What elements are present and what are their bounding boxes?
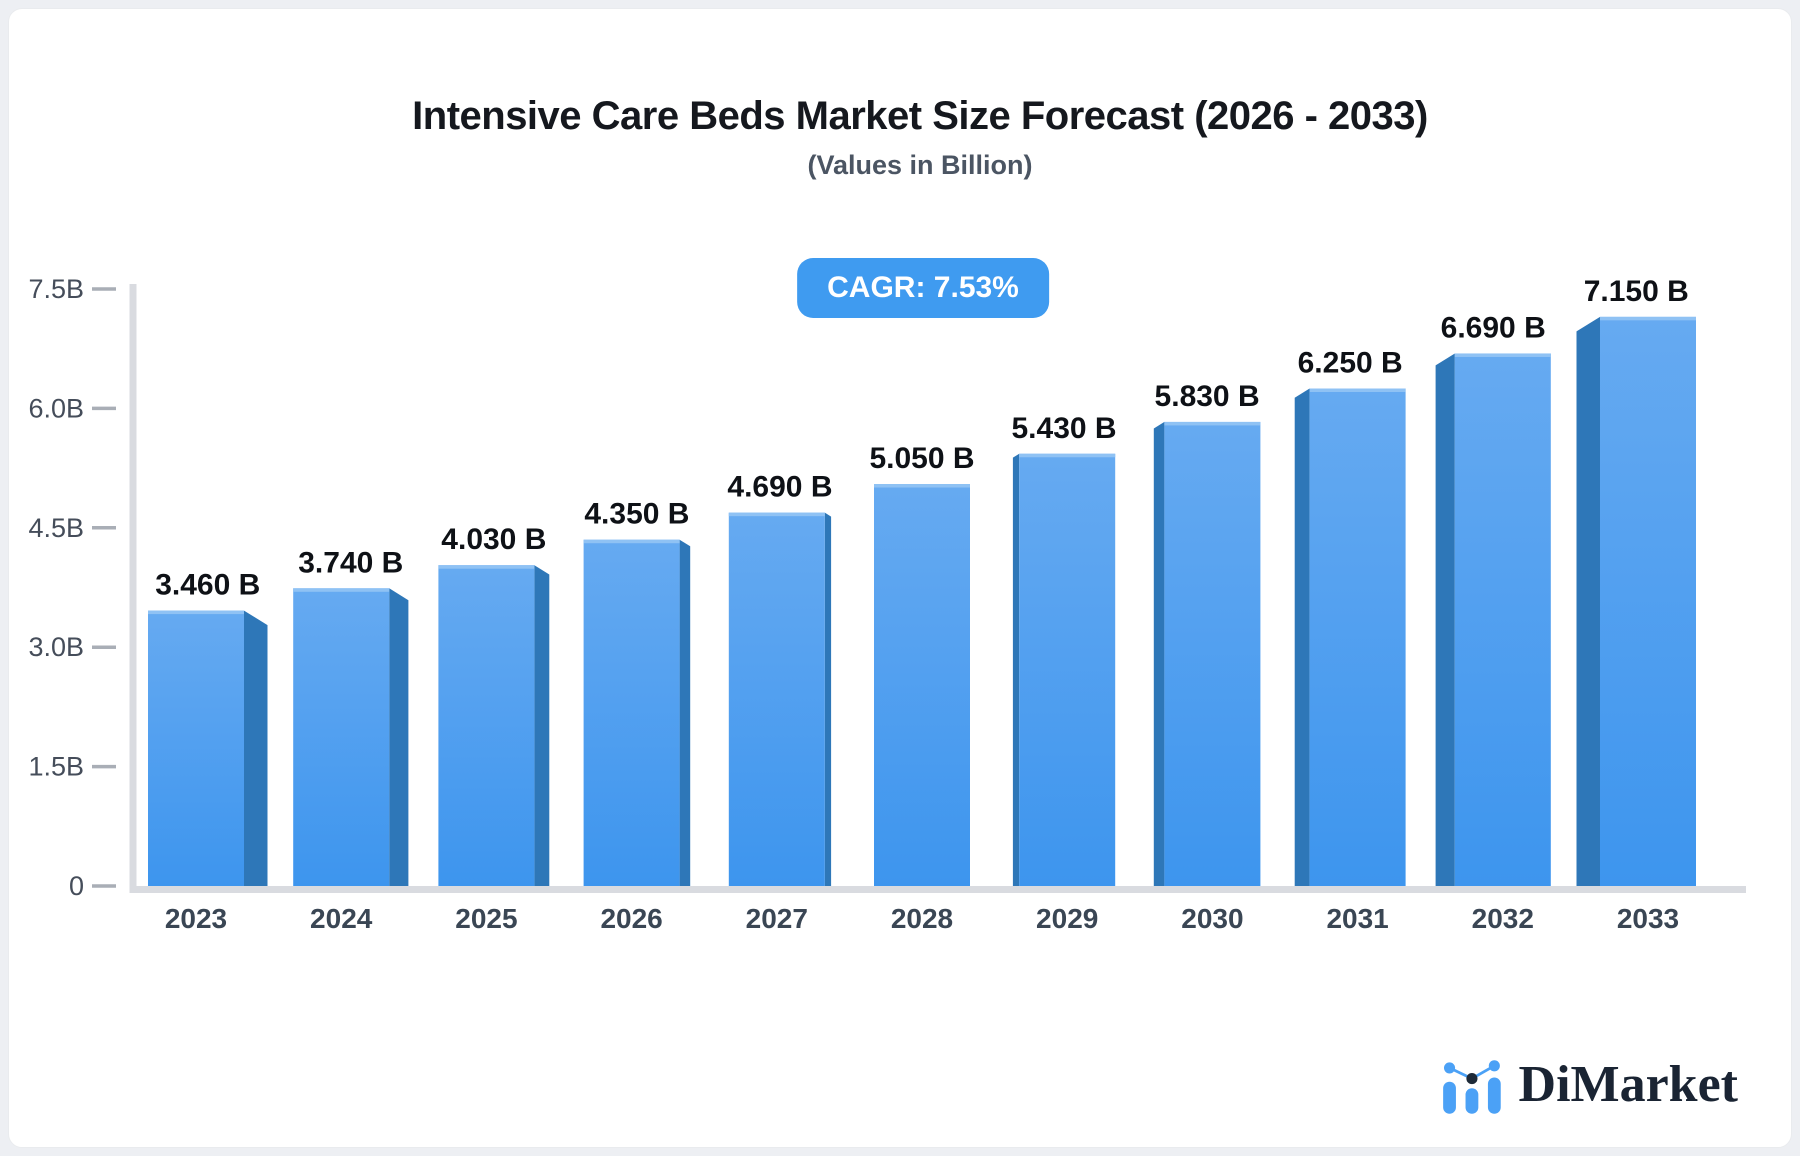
bar-front-face [293, 588, 390, 886]
x-axis-label: 2031 [1326, 903, 1388, 934]
bar-group-2027: 4.690 B 2027 [727, 471, 832, 934]
bar-front-face [1019, 453, 1116, 886]
bar-front-face [1309, 388, 1406, 886]
brand-name: DiMarket [1518, 1056, 1738, 1113]
bar-front-face [1600, 316, 1696, 886]
bar-value-label: 4.030 B [441, 523, 546, 556]
bar-top-highlight [1019, 453, 1116, 458]
bar-side-face [824, 512, 832, 886]
bar-top-highlight [583, 539, 680, 544]
bar-front-face [583, 539, 680, 886]
bar-value-label: 5.830 B [1155, 380, 1260, 413]
y-axis-label: 7.5B [28, 274, 84, 304]
bar-top-highlight [1454, 353, 1551, 357]
chart-subtitle: (Values in Billion) [807, 150, 1033, 180]
bar-value-label: 6.250 B [1298, 347, 1403, 380]
x-axis-label: 2030 [1181, 903, 1243, 934]
x-axis-label: 2025 [455, 903, 517, 934]
bar-side-face [1012, 453, 1020, 886]
bar-front-face [438, 565, 535, 886]
bar-value-label: 7.150 B [1584, 275, 1689, 308]
bar-front-face [1164, 421, 1261, 886]
bar-top-highlight [728, 512, 825, 517]
bar-value-label: 3.460 B [155, 569, 260, 602]
x-axis-label: 2033 [1617, 903, 1679, 934]
y-axis-label: 4.5B [28, 513, 84, 543]
x-axis-line [130, 886, 1746, 893]
y-axis-label: 1.5B [28, 752, 84, 782]
x-axis-label: 2023 [165, 903, 227, 934]
y-axis-label: 3.0B [28, 632, 84, 662]
chart-title: Intensive Care Beds Market Size Forecast… [412, 94, 1428, 138]
bar-group-2029: 5.430 B 2029 [1012, 412, 1117, 934]
bar-top-highlight [874, 484, 970, 488]
bar-value-label: 4.690 B [727, 471, 832, 504]
bar-front-face [874, 484, 970, 886]
bar-side-face [534, 565, 550, 886]
bar-group-2026: 4.350 B 2026 [583, 498, 691, 934]
cagr-badge: CAGR: 7.53% [797, 258, 1049, 318]
x-axis-label: 2026 [600, 903, 662, 934]
bar-side-face [1153, 421, 1165, 886]
bar-top-highlight [293, 588, 390, 592]
bar-front-face [728, 512, 825, 886]
bar-side-face [679, 539, 691, 886]
bar-top-highlight [1164, 421, 1261, 426]
bar-front-face [148, 610, 244, 886]
x-axis-label: 2027 [746, 903, 808, 934]
bar-group-2031: 6.250 B 2031 [1294, 347, 1406, 934]
bar-chart-logo-icon [1442, 1060, 1501, 1114]
bar-side-face [1576, 316, 1600, 886]
bar-side-face [244, 610, 268, 886]
bar-side-face [1435, 353, 1455, 886]
bar-group-2032: 6.690 B 2032 [1435, 311, 1551, 934]
x-axis-label: 2029 [1036, 903, 1098, 934]
bar-top-highlight [1600, 316, 1696, 321]
y-axis-label: 0 [69, 871, 84, 901]
bar-top-highlight [148, 610, 244, 615]
bar-value-label: 6.690 B [1441, 311, 1546, 344]
bar-value-label: 5.050 B [869, 442, 974, 475]
x-axis-label: 2024 [310, 903, 373, 934]
bar-value-label: 3.740 B [298, 546, 403, 579]
bar-group-2024: 3.740 B 2024 [293, 546, 409, 934]
x-axis-label: 2032 [1472, 903, 1534, 934]
bar-top-highlight [1309, 388, 1406, 392]
bar-group-2025: 4.030 B 2025 [438, 523, 550, 934]
bar-group-2033: 7.150 B 2033 [1576, 275, 1696, 934]
bar-value-label: 5.430 B [1012, 412, 1117, 445]
bar-group-2030: 5.830 B 2030 [1153, 380, 1261, 934]
y-axis-label: 6.0B [28, 393, 84, 423]
bar-front-face [1454, 353, 1551, 886]
bar-value-label: 4.350 B [584, 498, 689, 531]
bar-group-2023: 3.460 B 2023 [148, 569, 268, 934]
bar-group-2028: 5.050 B 2028 [869, 442, 974, 934]
bar-side-face [389, 588, 409, 886]
bar-side-face [1294, 388, 1310, 886]
bar-top-highlight [438, 565, 535, 569]
brand-logo: DiMarket [1441, 1056, 1738, 1114]
x-axis-label: 2028 [891, 903, 953, 934]
